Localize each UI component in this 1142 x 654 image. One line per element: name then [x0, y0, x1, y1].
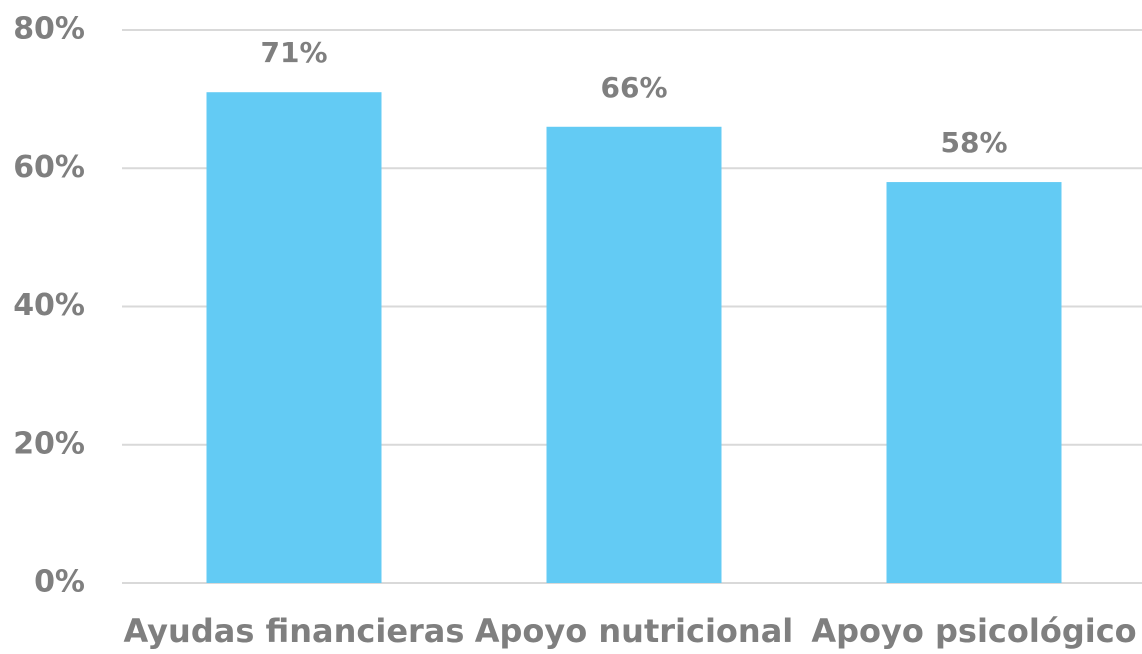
- bar: [206, 92, 382, 584]
- x-tick-label: Apoyo nutricional: [475, 612, 794, 650]
- bar: [886, 182, 1062, 583]
- value-label: 66%: [600, 71, 667, 104]
- value-label: 58%: [940, 126, 1007, 159]
- y-tick-label: 40%: [13, 288, 85, 323]
- y-tick-label: 60%: [13, 150, 85, 185]
- y-tick-label: 0%: [34, 565, 85, 600]
- y-tick-label: 20%: [13, 426, 85, 461]
- y-tick-label: 80%: [13, 12, 85, 47]
- x-tick-label: Apoyo psicológico: [811, 612, 1136, 650]
- bar: [546, 126, 722, 584]
- x-tick-label: Ayudas financieras: [124, 612, 465, 650]
- value-label: 71%: [260, 36, 327, 69]
